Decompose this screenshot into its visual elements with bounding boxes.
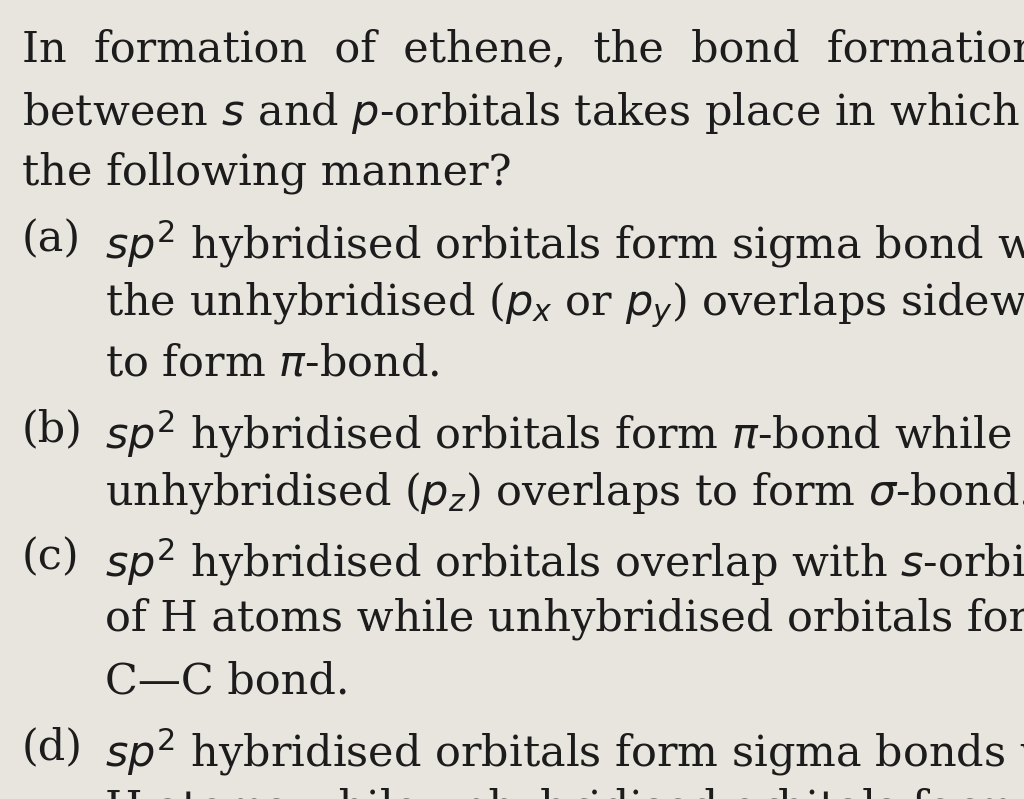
Text: In  formation  of  ethene,  the  bond  formation: In formation of ethene, the bond formati… bbox=[22, 28, 1024, 70]
Text: of H atoms while unhybridised orbitals form: of H atoms while unhybridised orbitals f… bbox=[105, 598, 1024, 641]
Text: the unhybridised ($p_x$ or $p_y$) overlaps sidewise: the unhybridised ($p_x$ or $p_y$) overla… bbox=[105, 280, 1024, 330]
Text: unhybridised ($p_z$) overlaps to form $\sigma$-bond.: unhybridised ($p_z$) overlaps to form $\… bbox=[105, 470, 1024, 516]
Text: the following manner?: the following manner? bbox=[22, 152, 512, 194]
Text: C—C bond.: C—C bond. bbox=[105, 660, 349, 702]
Text: (c): (c) bbox=[22, 536, 80, 578]
Text: to form $\pi$-bond.: to form $\pi$-bond. bbox=[105, 342, 439, 384]
Text: between $s$ and $p$-orbitals takes place in which of: between $s$ and $p$-orbitals takes place… bbox=[22, 90, 1024, 136]
Text: $sp^2$ hybridised orbitals form $\pi$-bond while the: $sp^2$ hybridised orbitals form $\pi$-bo… bbox=[105, 408, 1024, 459]
Text: (a): (a) bbox=[22, 218, 81, 260]
Text: H atoms while unhybridised orbitals form: H atoms while unhybridised orbitals form bbox=[105, 788, 1015, 799]
Text: (b): (b) bbox=[22, 408, 83, 450]
Text: $sp^2$ hybridised orbitals overlap with $s$-orbitals: $sp^2$ hybridised orbitals overlap with … bbox=[105, 536, 1024, 587]
Text: (d): (d) bbox=[22, 726, 83, 768]
Text: $sp^2$ hybridised orbitals form sigma bonds with: $sp^2$ hybridised orbitals form sigma bo… bbox=[105, 726, 1024, 777]
Text: $sp^2$ hybridised orbitals form sigma bond while: $sp^2$ hybridised orbitals form sigma bo… bbox=[105, 218, 1024, 269]
